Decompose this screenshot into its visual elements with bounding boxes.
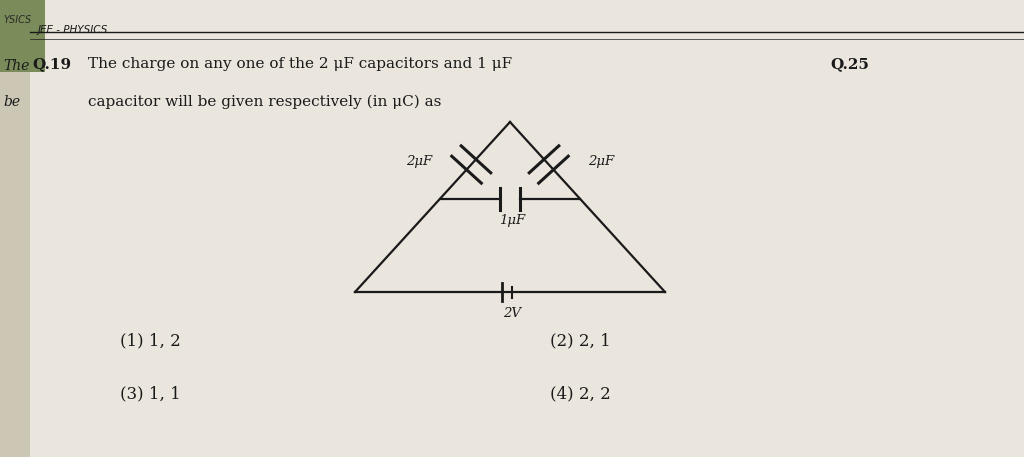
Text: 2V: 2V [503, 307, 521, 320]
Text: The: The [3, 59, 30, 73]
Text: JEE - PHYSICS: JEE - PHYSICS [38, 25, 109, 35]
Text: (1) 1, 2: (1) 1, 2 [120, 332, 181, 349]
Text: The charge on any one of the 2 μF capacitors and 1 μF: The charge on any one of the 2 μF capaci… [88, 57, 512, 71]
Text: Q.19: Q.19 [32, 57, 71, 71]
Text: be: be [3, 95, 20, 109]
Text: 2μF: 2μF [588, 155, 613, 168]
Text: (4) 2, 2: (4) 2, 2 [550, 385, 610, 402]
FancyBboxPatch shape [0, 0, 45, 72]
FancyBboxPatch shape [0, 0, 30, 457]
Text: YSICS: YSICS [3, 15, 32, 25]
FancyBboxPatch shape [28, 0, 1024, 457]
Text: 1μF: 1μF [499, 214, 525, 228]
Text: 2μF: 2μF [407, 155, 432, 168]
Text: (2) 2, 1: (2) 2, 1 [550, 332, 610, 349]
Text: (3) 1, 1: (3) 1, 1 [120, 385, 181, 402]
Text: Q.25: Q.25 [830, 57, 869, 71]
Text: capacitor will be given respectively (in μC) as: capacitor will be given respectively (in… [88, 95, 441, 109]
FancyBboxPatch shape [0, 0, 30, 457]
